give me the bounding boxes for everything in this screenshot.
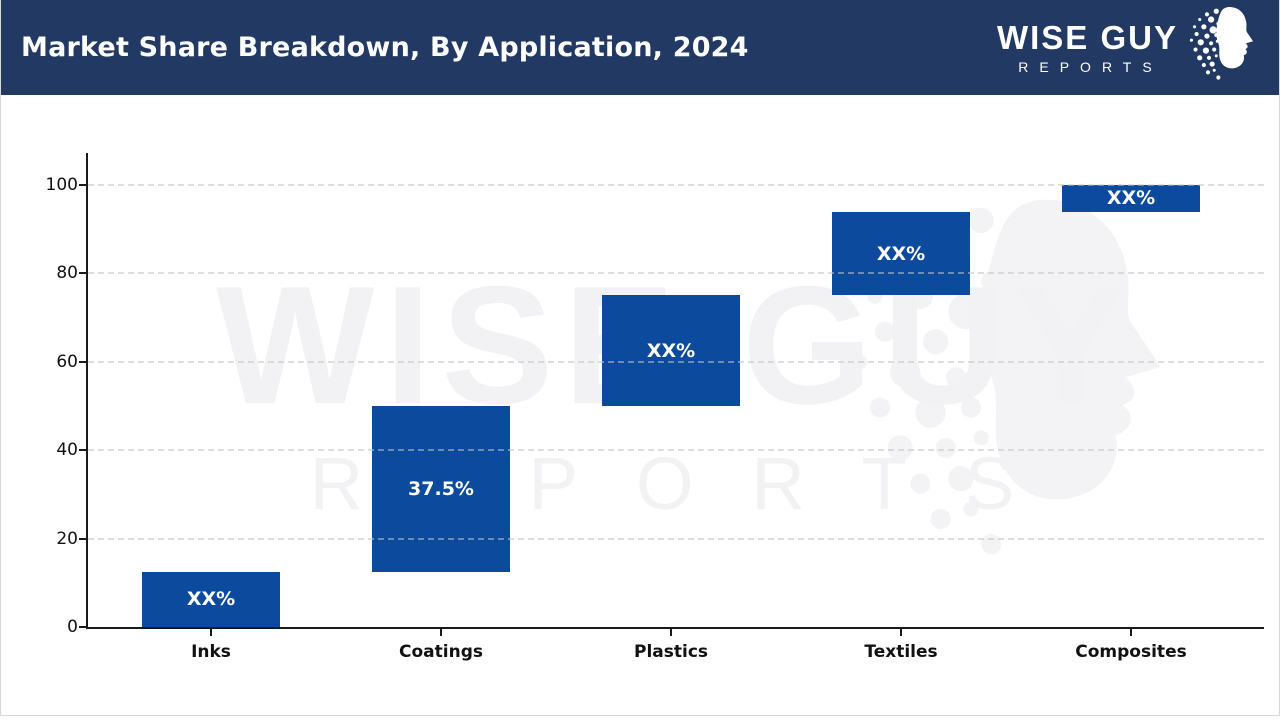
y-tick-label: 80 — [56, 263, 78, 284]
gridline-80 — [88, 272, 1264, 275]
y-tick-label: 40 — [56, 440, 78, 461]
y-tick-label: 60 — [56, 351, 78, 372]
bar-value-label: XX% — [186, 588, 236, 611]
x-tick-mark — [210, 629, 212, 636]
x-tick-mark — [1130, 629, 1132, 636]
gridline-60 — [88, 360, 1264, 363]
bar-coatings: 37.5% — [372, 405, 510, 572]
gridline-100 — [88, 183, 1264, 186]
logo-head-icon — [1189, 6, 1254, 80]
logo-text: WISE GUY REPORTS — [997, 21, 1178, 74]
bar-plastics: XX% — [602, 295, 740, 406]
y-tick-label: 0 — [67, 617, 78, 637]
bar-value-label: XX% — [646, 339, 696, 362]
bar-inks: XX% — [142, 571, 280, 627]
bar-composites: XX% — [1062, 184, 1200, 213]
gridline-20 — [88, 537, 1264, 540]
gridline-40 — [88, 449, 1264, 452]
logo-subtitle: REPORTS — [1018, 59, 1163, 75]
plot-area: WISE GUY REPORTS 020406080100XX%Inks37.5… — [46, 153, 1264, 662]
logo-wordmark: WISE GUY — [996, 19, 1178, 56]
x-tick-label-coatings: Coatings — [399, 642, 483, 662]
y-tick-mark — [79, 537, 86, 540]
x-tick-mark — [900, 629, 902, 636]
y-tick-mark — [79, 360, 86, 363]
header-bar: Market Share Breakdown, By Application, … — [0, 0, 1280, 95]
y-tick-mark — [79, 272, 86, 275]
wise-guy-reports-logo: WISE GUY REPORTS — [997, 4, 1280, 92]
x-tick-label-textiles: Textiles — [864, 642, 938, 662]
y-tick-mark — [79, 449, 86, 452]
x-tick-mark — [440, 629, 442, 636]
x-axis-line — [86, 627, 1264, 629]
chart-title: Market Share Breakdown, By Application, … — [21, 32, 749, 63]
y-tick-mark — [79, 183, 86, 186]
bar-value-label: 37.5% — [408, 477, 474, 500]
y-tick-label: 20 — [56, 528, 78, 549]
y-axis-line — [86, 153, 88, 629]
y-tick-label: 100 — [45, 174, 78, 195]
x-tick-label-composites: Composites — [1075, 642, 1187, 662]
bar-value-label: XX% — [876, 242, 926, 265]
x-tick-label-inks: Inks — [191, 642, 231, 662]
bar-value-label: XX% — [1106, 187, 1156, 210]
x-tick-mark — [670, 629, 672, 636]
bar-textiles: XX% — [832, 212, 970, 296]
y-tick-mark — [79, 626, 86, 628]
x-tick-label-plastics: Plastics — [633, 642, 709, 662]
